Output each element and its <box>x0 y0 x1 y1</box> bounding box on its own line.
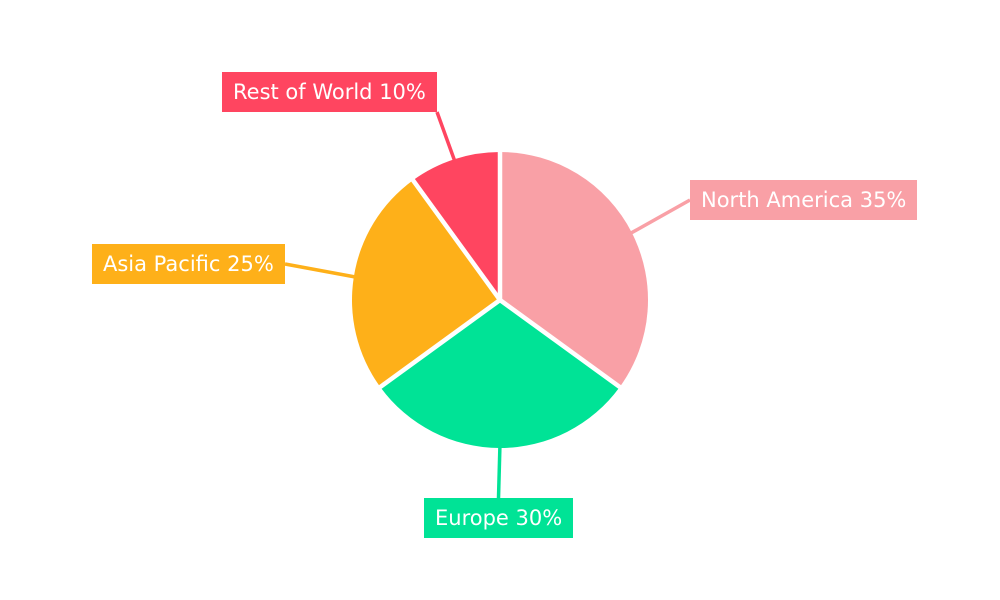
pie-slice-north-america <box>500 152 649 387</box>
leader-line-rest-of-world <box>435 111 458 165</box>
slice-separator <box>410 178 502 302</box>
pie-slice-rest-of-world <box>413 152 500 300</box>
leader-line-europe <box>496 442 502 499</box>
pie-slice-asia-pacific <box>352 180 500 387</box>
pie-slice-europe <box>380 300 620 448</box>
leader-line-asia-pacific <box>284 262 360 280</box>
slice-label-europe: Europe 30% <box>424 498 574 538</box>
slice-separator <box>378 298 502 390</box>
slice-label-asia-pacific: Asia Pacific 25% <box>92 244 285 284</box>
slice-separator <box>498 298 622 390</box>
slice-label-north-america: North America 35% <box>690 180 918 220</box>
leader-line-north-america <box>626 198 691 237</box>
slice-label-rest-of-world: Rest of World 10% <box>222 72 437 112</box>
